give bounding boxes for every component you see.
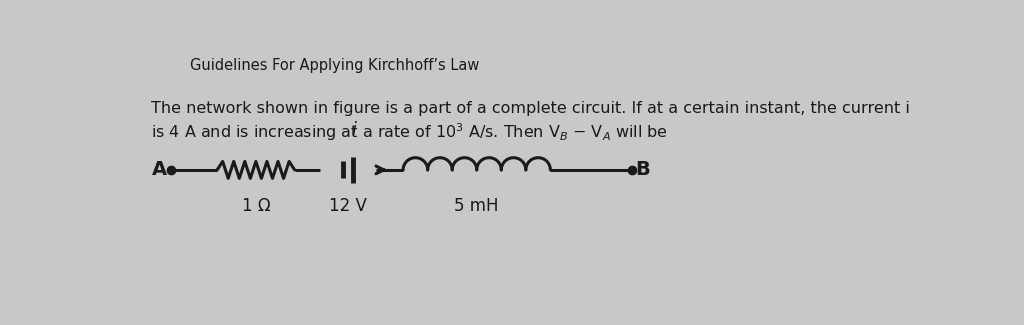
Text: 1 Ω: 1 Ω [242, 197, 270, 215]
Text: 5 mH: 5 mH [455, 197, 499, 215]
Text: Guidelines For Applying Kirchhoff’s Law: Guidelines For Applying Kirchhoff’s Law [190, 58, 479, 73]
Text: B: B [636, 161, 650, 179]
Text: is 4 A and is increasing at a rate of 10$^3$ A/s. Then V$_B$ $-$ V$_A$ will be: is 4 A and is increasing at a rate of 10… [152, 122, 669, 143]
Text: i: i [352, 121, 356, 139]
Text: A: A [152, 161, 167, 179]
Text: The network shown in figure is a part of a complete circuit. If at a certain ins: The network shown in figure is a part of… [152, 101, 910, 116]
Text: 12 V: 12 V [329, 197, 367, 215]
